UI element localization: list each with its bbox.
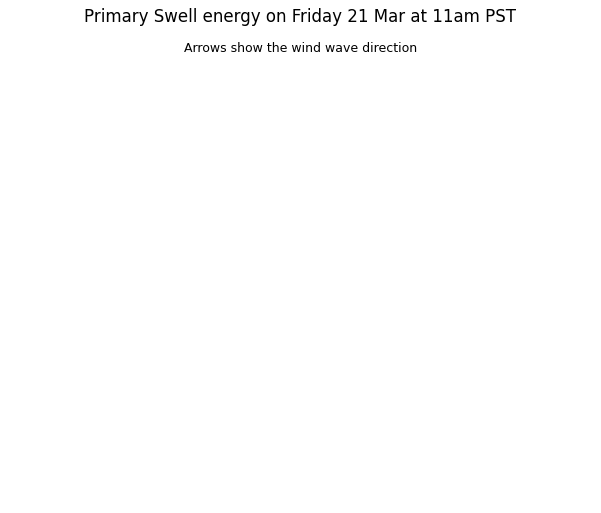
Text: Arrows show the wind wave direction: Arrows show the wind wave direction [184, 42, 417, 54]
Text: Primary Swell energy on Friday 21 Mar at 11am PST: Primary Swell energy on Friday 21 Mar at… [85, 8, 516, 26]
Text: cartopy required: cartopy required [243, 280, 358, 294]
